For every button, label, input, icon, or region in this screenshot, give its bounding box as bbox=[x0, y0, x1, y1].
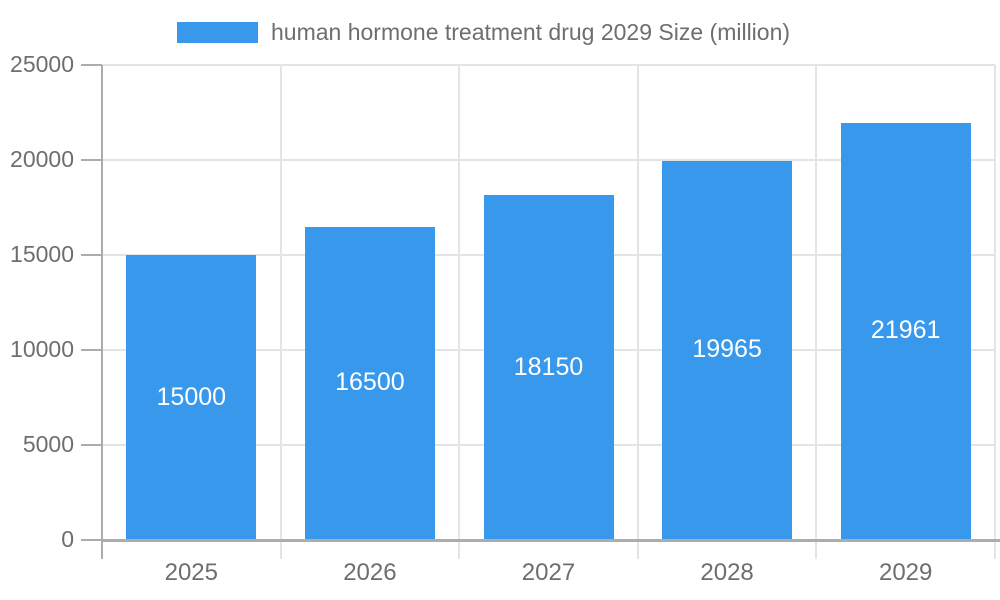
bar-value-label: 15000 bbox=[156, 382, 227, 411]
y-axis-label: 25000 bbox=[10, 51, 74, 77]
y-axis-label: 0 bbox=[61, 526, 74, 552]
y-axis-label: 20000 bbox=[10, 146, 74, 172]
y-tick bbox=[81, 159, 102, 161]
bar[interactable] bbox=[662, 160, 793, 540]
v-gridline bbox=[458, 65, 461, 559]
bar-value-label: 18150 bbox=[513, 352, 584, 381]
x-axis-label: 2028 bbox=[700, 559, 754, 586]
y-tick bbox=[81, 539, 102, 541]
legend-swatch bbox=[177, 22, 258, 43]
y-tick bbox=[81, 64, 102, 66]
y-tick bbox=[81, 444, 102, 446]
bar[interactable] bbox=[126, 255, 257, 540]
v-gridline bbox=[994, 65, 996, 559]
bar[interactable] bbox=[304, 226, 435, 540]
x-axis-label: 2029 bbox=[878, 559, 933, 586]
v-gridline bbox=[279, 65, 282, 559]
v-gridline bbox=[815, 65, 818, 559]
x-axis-line bbox=[102, 539, 1000, 542]
h-gridline bbox=[102, 159, 995, 161]
bar[interactable] bbox=[483, 195, 614, 540]
bar-value-label: 21961 bbox=[870, 316, 941, 345]
y-tick bbox=[81, 349, 102, 351]
v-gridline bbox=[636, 65, 639, 559]
y-axis-label: 5000 bbox=[22, 431, 74, 457]
y-axis-label: 10000 bbox=[10, 336, 74, 362]
legend[interactable]: human hormone treatment drug 2029 Size (… bbox=[177, 21, 790, 44]
h-gridline bbox=[102, 64, 995, 66]
bar-value-label: 16500 bbox=[335, 368, 405, 397]
bar[interactable] bbox=[840, 122, 971, 540]
x-axis-label: 2027 bbox=[521, 559, 576, 586]
y-tick bbox=[81, 254, 102, 256]
x-axis-label: 2026 bbox=[343, 559, 397, 586]
bar-value-label: 19965 bbox=[692, 335, 762, 364]
y-axis-line bbox=[101, 65, 103, 559]
x-axis-label: 2025 bbox=[164, 559, 218, 586]
y-axis-label: 15000 bbox=[10, 241, 74, 267]
legend-label: human hormone treatment drug 2029 Size (… bbox=[271, 19, 791, 45]
